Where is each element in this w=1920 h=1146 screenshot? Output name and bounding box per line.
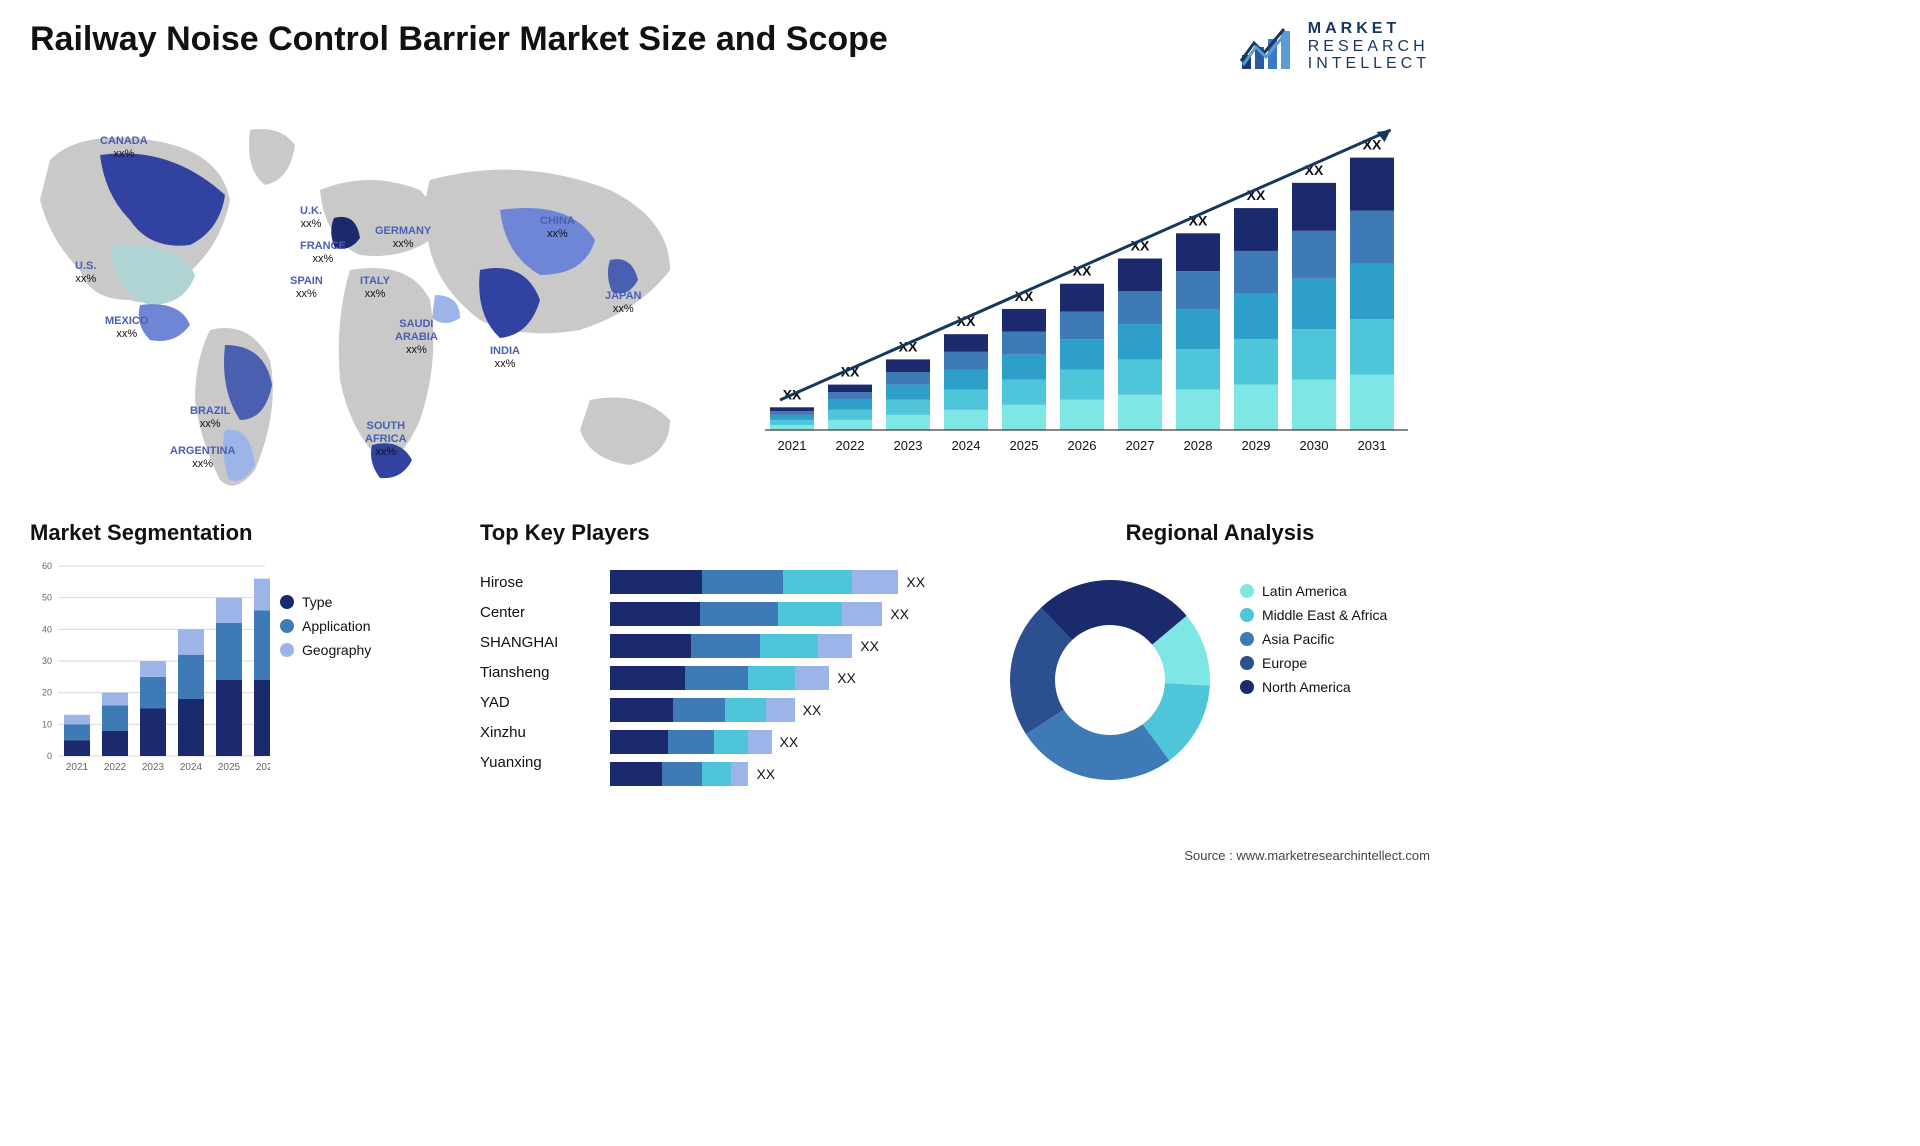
players-bar-chart: XXXXXXXXXXXXXX: [610, 570, 960, 794]
legend-item: Europe: [1240, 655, 1387, 671]
svg-text:0: 0: [47, 751, 52, 761]
legend-item: Latin America: [1240, 583, 1387, 599]
source-attribution: Source : www.marketresearchintellect.com: [1184, 848, 1430, 863]
player-name: Hirose: [480, 568, 558, 598]
player-bar-row: XX: [610, 762, 960, 786]
regional-section: Regional Analysis Latin AmericaMiddle Ea…: [1000, 520, 1440, 546]
player-name: YAD: [480, 688, 558, 718]
svg-text:2031: 2031: [1358, 438, 1387, 453]
svg-text:40: 40: [42, 624, 52, 634]
player-bar-value: XX: [780, 734, 799, 750]
player-bar-value: XX: [756, 766, 775, 782]
player-bar-row: XX: [610, 634, 960, 658]
map-label: SPAINxx%: [290, 275, 323, 301]
player-name: Center: [480, 598, 558, 628]
player-bar-value: XX: [890, 606, 909, 622]
segmentation-chart: 0 10 20 30 40 50 60 2021 2022 2023 2024 2025 2026: [30, 556, 270, 776]
map-label: CANADAxx%: [100, 135, 148, 161]
svg-text:2028: 2028: [1184, 438, 1213, 453]
svg-text:2022: 2022: [836, 438, 865, 453]
world-map-region: CANADAxx% U.S.xx% MEXICOxx% BRAZILxx% ARGENT…: [20, 100, 720, 500]
svg-text:2021: 2021: [66, 762, 89, 773]
regional-title: Regional Analysis: [1000, 520, 1440, 546]
logo-line2: RESEARCH: [1308, 38, 1430, 56]
players-name-list: HiroseCenterSHANGHAITianshengYADXinzhuYu…: [480, 568, 558, 778]
map-label: JAPANxx%: [605, 290, 641, 316]
players-title: Top Key Players: [480, 520, 980, 546]
regional-legend: Latin America Middle East & Africa Asia Pa…: [1240, 575, 1387, 703]
svg-text:60: 60: [42, 561, 52, 571]
svg-text:20: 20: [42, 688, 52, 698]
svg-text:30: 30: [42, 656, 52, 666]
player-bar-value: XX: [803, 702, 822, 718]
svg-text:2026: 2026: [1068, 438, 1097, 453]
svg-text:2026: 2026: [256, 762, 270, 773]
map-label: U.K.xx%: [300, 205, 322, 231]
segmentation-legend: Type Application Geography: [280, 586, 371, 666]
player-bar-row: XX: [610, 602, 960, 626]
svg-text:2024: 2024: [180, 762, 203, 773]
logo-line1: MARKET: [1308, 20, 1430, 38]
svg-text:2023: 2023: [142, 762, 165, 773]
regional-donut-chart: [1000, 570, 1220, 790]
legend-item: Geography: [280, 642, 371, 658]
player-bar-row: XX: [610, 570, 960, 594]
svg-text:2023: 2023: [894, 438, 923, 453]
map-label: GERMANYxx%: [375, 225, 431, 251]
player-name: Xinzhu: [480, 718, 558, 748]
map-label: ITALYxx%: [360, 275, 390, 301]
svg-text:2024: 2024: [952, 438, 981, 453]
svg-text:2025: 2025: [218, 762, 241, 773]
segmentation-section: Market Segmentation 0 10 20 30 40 50 60 2021 202…: [30, 520, 460, 776]
svg-text:2021: 2021: [778, 438, 807, 453]
brand-logo: MARKET RESEARCH INTELLECT: [1236, 20, 1430, 73]
svg-text:2022: 2022: [104, 762, 127, 773]
svg-text:2027: 2027: [1126, 438, 1155, 453]
player-bar-value: XX: [860, 638, 879, 654]
svg-text:10: 10: [42, 719, 52, 729]
player-name: Tiansheng: [480, 658, 558, 688]
map-label: ARGENTINAxx%: [170, 445, 235, 471]
page-title: Railway Noise Control Barrier Market Siz…: [30, 20, 888, 59]
logo-line3: INTELLECT: [1308, 55, 1430, 73]
map-label: U.S.xx%: [75, 260, 96, 286]
svg-text:2029: 2029: [1242, 438, 1271, 453]
map-label: FRANCExx%: [300, 240, 346, 266]
player-name: Yuanxing: [480, 748, 558, 778]
player-bar-row: XX: [610, 730, 960, 754]
player-bar-row: XX: [610, 666, 960, 690]
player-bar-value: XX: [906, 574, 925, 590]
player-bar-row: XX: [610, 698, 960, 722]
legend-item: North America: [1240, 679, 1387, 695]
growth-bar-chart: XX2021XX2022XX2023XX2024XX2025XX2026XX20…: [750, 100, 1430, 480]
map-label: INDIAxx%: [490, 345, 520, 371]
legend-item: Middle East & Africa: [1240, 607, 1387, 623]
map-label: CHINAxx%: [540, 215, 575, 241]
map-label: BRAZILxx%: [190, 405, 230, 431]
map-label: SOUTHAFRICAxx%: [365, 420, 407, 460]
player-bar-value: XX: [837, 670, 856, 686]
players-section: Top Key Players HiroseCenterSHANGHAITian…: [480, 520, 980, 546]
legend-item: Application: [280, 618, 371, 634]
map-label: SAUDIARABIAxx%: [395, 318, 438, 358]
map-label: MEXICOxx%: [105, 315, 148, 341]
svg-text:2025: 2025: [1010, 438, 1039, 453]
logo-icon: [1236, 21, 1296, 71]
legend-item: Type: [280, 594, 371, 610]
segmentation-title: Market Segmentation: [30, 520, 460, 546]
svg-text:50: 50: [42, 593, 52, 603]
legend-item: Asia Pacific: [1240, 631, 1387, 647]
svg-text:2030: 2030: [1300, 438, 1329, 453]
player-name: SHANGHAI: [480, 628, 558, 658]
